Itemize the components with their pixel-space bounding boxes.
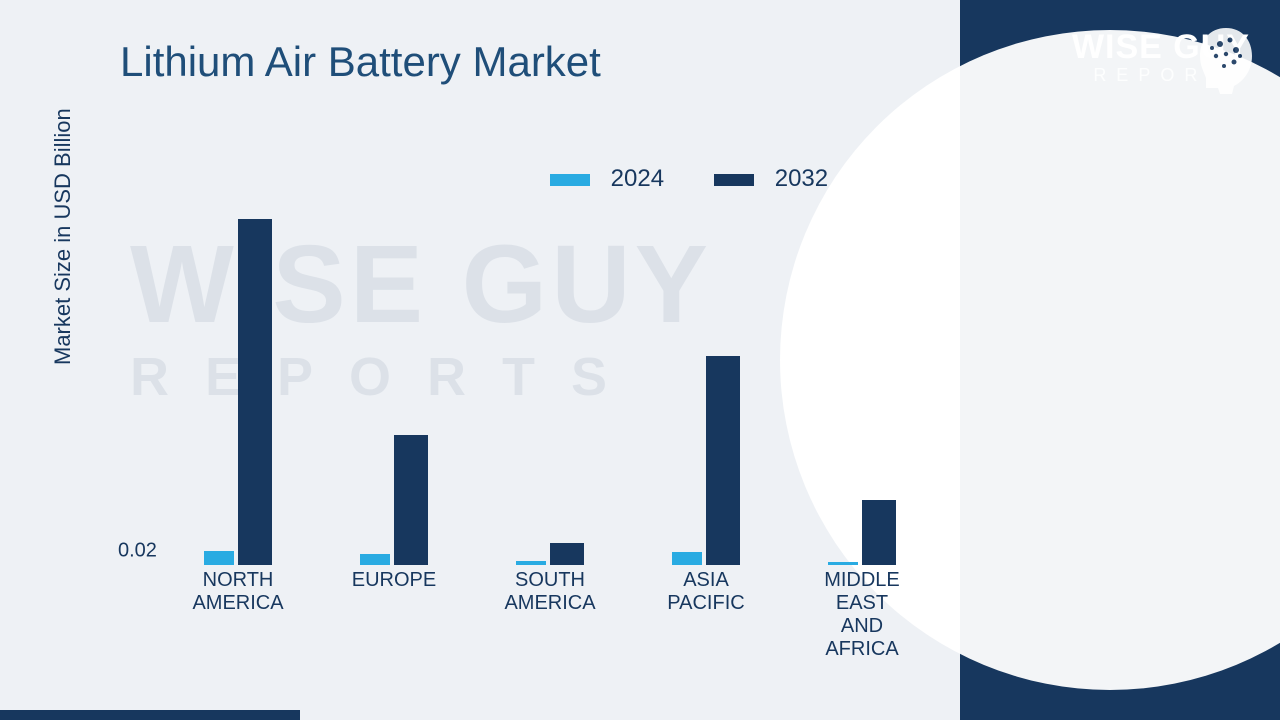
x-tick-label: MIDDLE EAST AND AFRICA — [784, 569, 940, 661]
y-tick-label: 0.02 — [118, 539, 157, 562]
x-tick-label: ASIA PACIFIC — [628, 569, 784, 661]
legend-label-2032: 2032 — [775, 165, 828, 192]
bar-group — [672, 356, 740, 565]
y-axis-label: Market Size in USD Billion — [50, 108, 76, 365]
bar-2032 — [550, 543, 584, 565]
bar-group — [204, 219, 272, 565]
bar-group — [828, 500, 896, 565]
chart-title: Lithium Air Battery Market — [120, 38, 601, 86]
legend-item-2024: 2024 — [550, 165, 664, 193]
head-dots-icon — [1196, 26, 1256, 96]
chart-area: Market Size in USD Billion 2024 2032 0.0… — [60, 165, 940, 690]
legend-label-2024: 2024 — [611, 165, 664, 192]
bar-2032 — [706, 356, 740, 565]
plot-region — [160, 205, 940, 565]
x-axis-labels: NORTH AMERICAEUROPESOUTH AMERICAASIA PAC… — [160, 569, 940, 661]
bar-2032 — [862, 500, 896, 565]
bar-2024 — [360, 554, 390, 565]
bar-2024 — [828, 562, 858, 565]
bar-2032 — [238, 219, 272, 565]
chart-canvas: Lithium Air Battery Market WISE GUY REPO… — [0, 0, 1280, 720]
x-tick-label: NORTH AMERICA — [160, 569, 316, 661]
brand-logo: WISE GUY REPORTS — [1072, 30, 1250, 85]
bar-group — [360, 435, 428, 565]
bar-2024 — [672, 552, 702, 565]
legend-swatch-2024 — [550, 174, 590, 186]
bottom-accent-bar — [0, 710, 300, 720]
bar-2032 — [394, 435, 428, 565]
legend: 2024 2032 — [550, 165, 828, 193]
x-tick-label: SOUTH AMERICA — [472, 569, 628, 661]
bar-2024 — [516, 561, 546, 565]
legend-swatch-2032 — [714, 174, 754, 186]
legend-item-2032: 2032 — [714, 165, 828, 193]
bar-2024 — [204, 551, 234, 565]
bar-group — [516, 543, 584, 565]
x-tick-label: EUROPE — [316, 569, 472, 661]
brand-line2: REPORTS — [1072, 66, 1250, 85]
